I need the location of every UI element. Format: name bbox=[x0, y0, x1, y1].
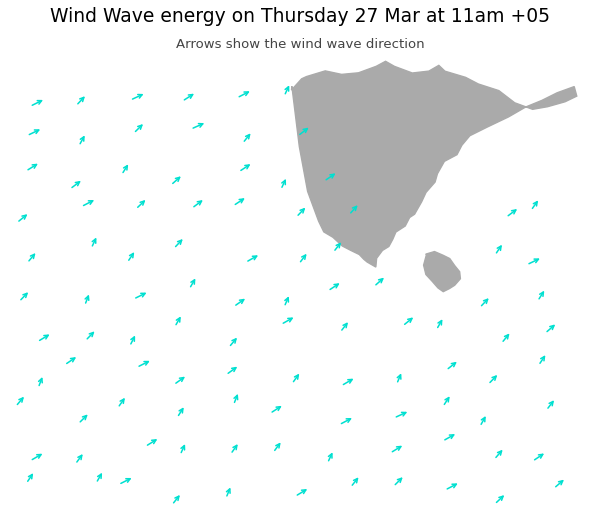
Text: Wind Wave energy on Thursday 27 Mar at 11am +05: Wind Wave energy on Thursday 27 Mar at 1… bbox=[50, 7, 551, 26]
Text: Arrows show the wind wave direction: Arrows show the wind wave direction bbox=[176, 38, 425, 51]
Polygon shape bbox=[291, 61, 577, 267]
Polygon shape bbox=[424, 251, 460, 291]
